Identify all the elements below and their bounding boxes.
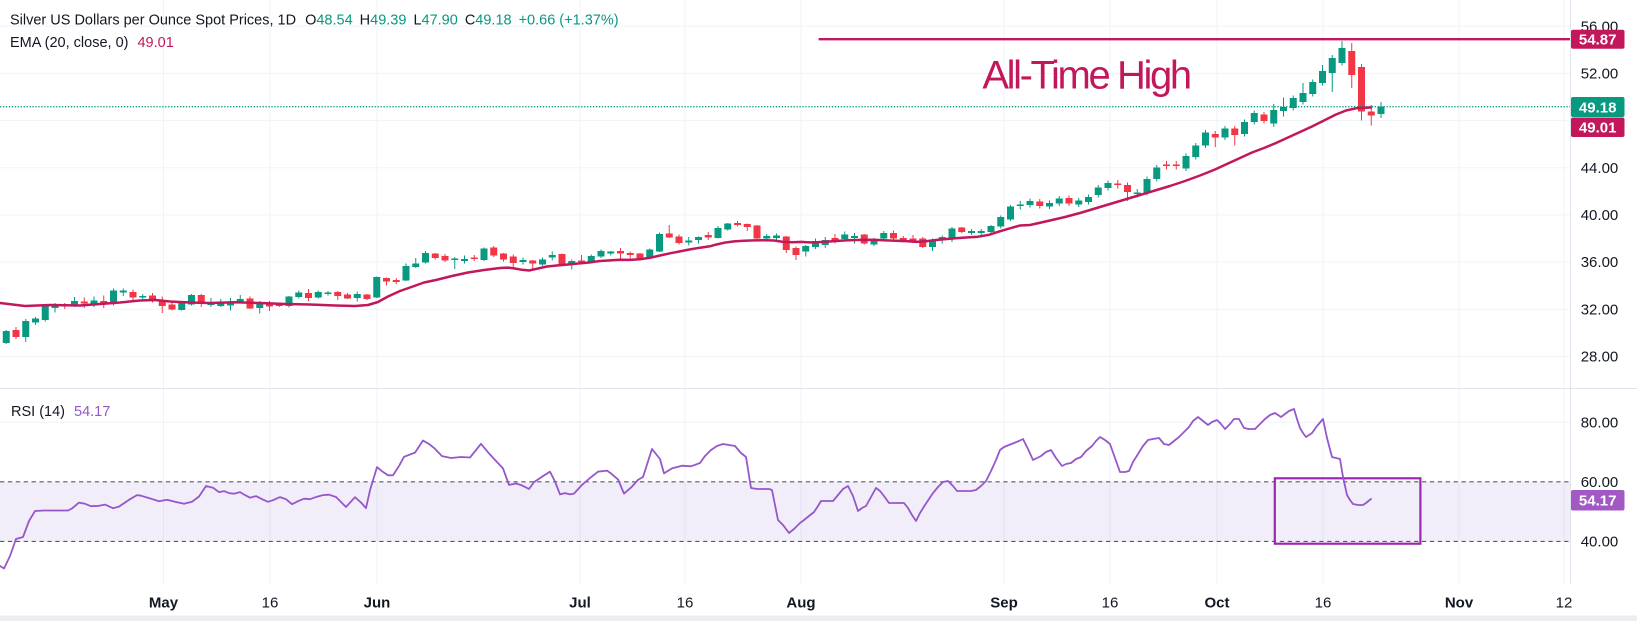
svg-text:16: 16 [1315, 595, 1332, 612]
svg-text:RSI (14)54.17: RSI (14) 54.17 [11, 404, 110, 420]
svg-text:54.17: 54.17 [1579, 493, 1617, 510]
svg-text:Silver US Dollars per Ounce Sp: Silver US Dollars per Ounce Spot Prices,… [10, 13, 619, 29]
svg-text:16: 16 [1102, 595, 1119, 612]
svg-text:40.00: 40.00 [1581, 534, 1619, 551]
svg-text:49.01: 49.01 [1579, 120, 1617, 137]
svg-text:16: 16 [677, 595, 694, 612]
svg-text:May: May [149, 595, 179, 612]
svg-text:28.00: 28.00 [1581, 349, 1619, 366]
svg-text:Aug: Aug [786, 595, 815, 612]
svg-text:32.00: 32.00 [1581, 301, 1619, 318]
svg-text:16: 16 [262, 595, 279, 612]
svg-text:Jul: Jul [569, 595, 591, 612]
svg-text:36.00: 36.00 [1581, 254, 1619, 271]
svg-text:40.00: 40.00 [1581, 207, 1619, 224]
svg-text:Sep: Sep [990, 595, 1018, 612]
svg-text:60.00: 60.00 [1581, 474, 1619, 491]
svg-text:52.00: 52.00 [1581, 66, 1619, 83]
svg-text:44.00: 44.00 [1581, 160, 1619, 177]
svg-text:80.00: 80.00 [1581, 414, 1619, 431]
svg-text:Jun: Jun [364, 595, 391, 612]
svg-text:12: 12 [1556, 595, 1573, 612]
svg-text:EMA (20, close, 0)49.01: EMA (20, close, 0) 49.01 [10, 35, 174, 51]
svg-text:54.87: 54.87 [1579, 32, 1617, 49]
svg-text:Nov: Nov [1445, 595, 1474, 612]
svg-text:Oct: Oct [1204, 595, 1229, 612]
svg-text:49.18: 49.18 [1579, 99, 1617, 116]
svg-text:All-Time High: All-Time High [982, 54, 1190, 98]
